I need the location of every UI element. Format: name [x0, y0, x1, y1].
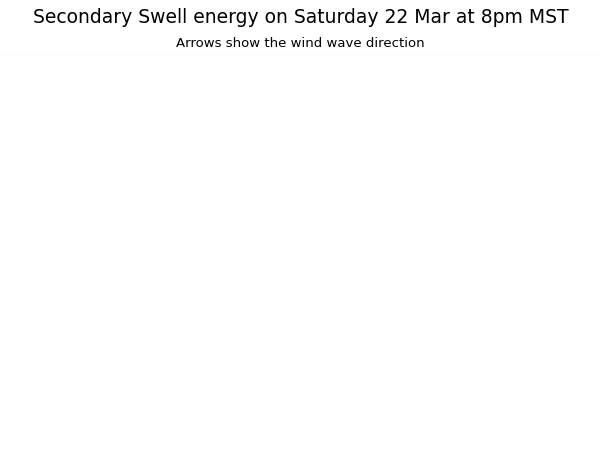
Text: Arrows show the wind wave direction: Arrows show the wind wave direction: [176, 37, 425, 50]
Text: Secondary Swell energy on Saturday 22 Mar at 8pm MST: Secondary Swell energy on Saturday 22 Ma…: [32, 8, 569, 27]
Text: Cartopy required: Cartopy required: [242, 252, 359, 266]
